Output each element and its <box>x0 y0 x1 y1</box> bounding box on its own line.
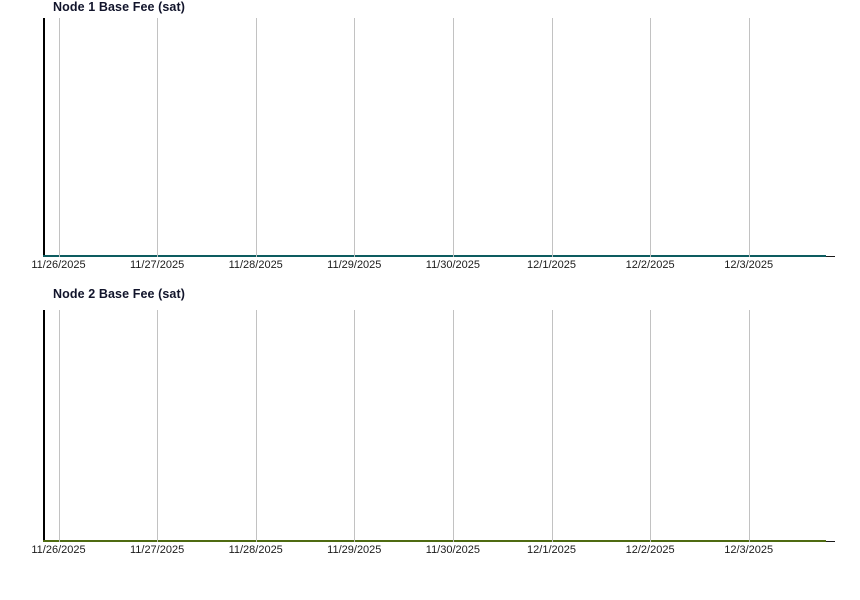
gridline-11-30-2025 <box>452 310 454 542</box>
x-tick-label: 11/27/2025 <box>129 544 185 556</box>
x-tick-label: 11/29/2025 <box>327 259 382 271</box>
x-tick-label: 11/28/2025 <box>228 259 283 271</box>
gridline-12-3-2025 <box>748 310 750 542</box>
gridline-11-26-2025 <box>58 18 60 257</box>
x-tick-label: 11/29/2025 <box>327 544 382 556</box>
x-tick-label: 11/27/2025 <box>129 259 185 271</box>
gridline-12-3-2025 <box>748 18 750 257</box>
x-tick-label: 12/2/2025 <box>625 544 675 556</box>
gridline-11-26-2025 <box>58 310 60 542</box>
x-tick-label: 11/30/2025 <box>425 259 481 271</box>
gridline-11-28-2025 <box>255 18 257 257</box>
y-axis-spine-node-1 <box>43 18 45 257</box>
chart-panel-node-2: Node 2 Base Fee (sat) 11/26/2025 11/27/20… <box>0 287 860 587</box>
x-tick-label: 11/26/2025 <box>31 259 86 271</box>
chart-title-node-1: Node 1 Base Fee (sat) <box>53 0 186 14</box>
gridline-12-1-2025 <box>551 310 553 542</box>
gridline-11-30-2025 <box>452 18 454 257</box>
gridline-11-29-2025 <box>354 310 356 542</box>
chart-panel-node-1: Node 1 Base Fee (sat) 11/26/2025 11/27/20… <box>0 0 860 285</box>
x-tick-labels-node-2: 11/26/2025 11/27/2025 11/28/2025 11/29/2025… <box>31 544 835 560</box>
chart-title-node-2: Node 2 Base Fee (sat) <box>53 287 186 301</box>
x-tick-label: 12/3/2025 <box>724 544 774 556</box>
x-tick-label: 12/2/2025 <box>625 259 675 271</box>
series-line-node-1-base-fee <box>43 254 826 257</box>
x-tick-label: 11/28/2025 <box>228 544 283 556</box>
series-line-node-2-base-fee <box>43 539 826 542</box>
gridline-11-27-2025 <box>157 18 159 257</box>
gridline-11-28-2025 <box>255 310 257 542</box>
x-tick-labels-node-1: 11/26/2025 11/27/2025 11/28/2025 11/29/2025… <box>31 259 835 275</box>
gridline-12-2-2025 <box>650 310 652 542</box>
gridline-12-1-2025 <box>551 18 553 257</box>
gridline-11-27-2025 <box>157 310 159 542</box>
plot-area-node-1 <box>43 18 835 257</box>
x-tick-label: 11/26/2025 <box>31 544 86 556</box>
plot-area-node-2 <box>43 310 835 542</box>
gridline-12-2-2025 <box>650 18 652 257</box>
gridline-11-29-2025 <box>354 18 356 257</box>
x-tick-label: 12/1/2025 <box>527 544 576 556</box>
x-tick-label: 12/3/2025 <box>724 259 774 271</box>
x-tick-label: 12/1/2025 <box>527 259 576 271</box>
x-tick-label: 11/30/2025 <box>425 544 481 556</box>
y-axis-spine-node-2 <box>43 310 45 542</box>
